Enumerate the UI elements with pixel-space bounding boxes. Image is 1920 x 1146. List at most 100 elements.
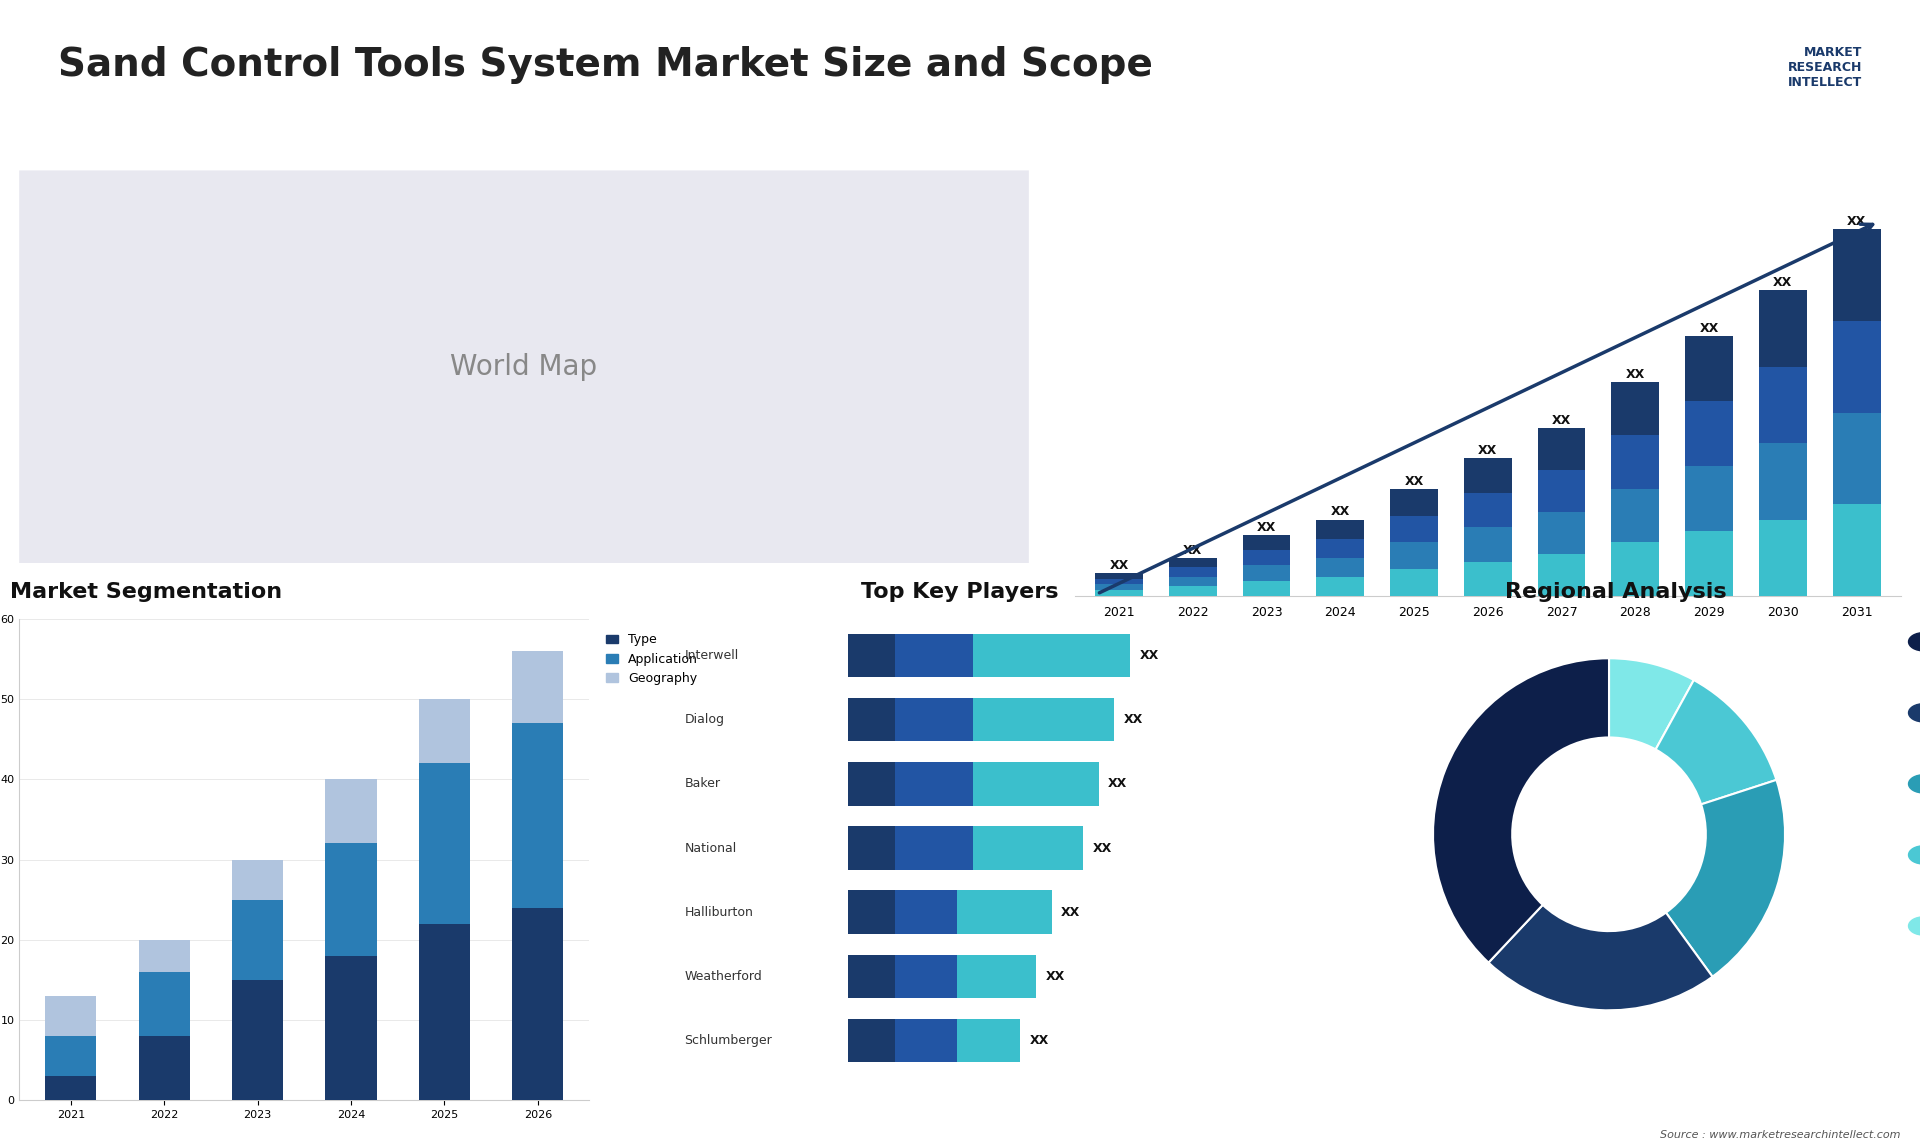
Text: XX: XX (1044, 970, 1066, 983)
Bar (958, 1019, 1020, 1062)
Text: XX: XX (1478, 445, 1498, 457)
Bar (419, 924, 470, 1100)
Bar (1538, 427, 1586, 470)
Bar (1317, 576, 1365, 596)
Bar (419, 763, 470, 924)
Bar (1169, 567, 1217, 576)
Text: Market Segmentation: Market Segmentation (10, 582, 282, 602)
Bar (895, 698, 973, 741)
Bar (1390, 570, 1438, 596)
Bar (1538, 554, 1586, 596)
Wedge shape (1667, 780, 1786, 976)
Text: XX: XX (1123, 713, 1142, 727)
Bar (895, 826, 973, 870)
Bar (232, 860, 284, 900)
Bar (973, 762, 1098, 806)
Text: XX: XX (1626, 368, 1645, 380)
Bar (895, 890, 958, 934)
Text: XX: XX (1110, 559, 1129, 572)
Text: XX: XX (1551, 414, 1571, 426)
Text: Baker: Baker (685, 777, 720, 791)
Bar (44, 1076, 96, 1100)
Bar (1832, 413, 1880, 504)
Text: XX: XX (1029, 1034, 1048, 1047)
Bar (1094, 579, 1142, 584)
Bar (1317, 558, 1365, 576)
Text: XX: XX (1062, 905, 1081, 919)
Bar (44, 996, 96, 1036)
Bar (1759, 519, 1807, 596)
Circle shape (1908, 704, 1920, 722)
Bar (1390, 542, 1438, 570)
Bar (1832, 321, 1880, 413)
Bar (1686, 336, 1734, 401)
Bar (1832, 504, 1880, 596)
Text: Interwell: Interwell (685, 649, 739, 662)
Circle shape (1908, 775, 1920, 793)
Bar (1611, 489, 1659, 542)
Bar (1242, 565, 1290, 581)
Bar (849, 634, 895, 677)
Bar (1094, 573, 1142, 579)
Bar (973, 826, 1083, 870)
Bar (138, 972, 190, 1036)
Bar (1832, 229, 1880, 321)
Bar (324, 956, 376, 1100)
Text: World Map: World Map (451, 353, 597, 380)
Text: Regional Analysis: Regional Analysis (1505, 582, 1726, 602)
Text: XX: XX (1092, 841, 1112, 855)
Bar (1463, 562, 1511, 596)
Bar (1759, 290, 1807, 367)
Bar (1317, 539, 1365, 558)
Bar (1242, 581, 1290, 596)
Bar (1759, 444, 1807, 519)
Text: XX: XX (1847, 215, 1866, 228)
Bar (1317, 519, 1365, 539)
Circle shape (1908, 633, 1920, 651)
Text: XX: XX (1699, 322, 1718, 335)
Bar (849, 826, 895, 870)
Bar (1094, 590, 1142, 596)
Bar (232, 900, 284, 980)
Text: Halliburton: Halliburton (685, 905, 753, 919)
Bar (419, 699, 470, 763)
Circle shape (1908, 917, 1920, 935)
Bar (232, 980, 284, 1100)
Bar (1686, 401, 1734, 466)
Bar (1169, 558, 1217, 567)
Bar (138, 1036, 190, 1100)
Bar (1242, 535, 1290, 550)
Bar (1611, 382, 1659, 435)
Bar (513, 908, 563, 1100)
Bar (973, 698, 1114, 741)
Bar (1463, 493, 1511, 527)
Bar (1169, 587, 1217, 596)
Text: XX: XX (1258, 520, 1277, 534)
Bar (138, 940, 190, 972)
Wedge shape (1609, 658, 1693, 749)
Legend: Type, Application, Geography: Type, Application, Geography (601, 628, 703, 690)
Bar (1611, 542, 1659, 596)
Bar (895, 1019, 958, 1062)
Bar (1169, 576, 1217, 587)
Text: XX: XX (1404, 474, 1423, 488)
Bar (849, 1019, 895, 1062)
Text: Weatherford: Weatherford (685, 970, 762, 983)
Wedge shape (1655, 680, 1776, 804)
Bar (895, 955, 958, 998)
Text: Dialog: Dialog (685, 713, 724, 727)
Text: XX: XX (1108, 777, 1127, 791)
Bar (1463, 458, 1511, 493)
Wedge shape (1488, 905, 1713, 1011)
Text: XX: XX (1774, 276, 1793, 289)
Wedge shape (1432, 658, 1609, 963)
Bar (1686, 531, 1734, 596)
Text: Source : www.marketresearchintellect.com: Source : www.marketresearchintellect.com (1661, 1130, 1901, 1140)
Bar (44, 1036, 96, 1076)
FancyBboxPatch shape (19, 171, 1029, 563)
Bar (1759, 367, 1807, 444)
Bar (849, 955, 895, 998)
Text: XX: XX (1139, 649, 1160, 662)
Bar (958, 955, 1035, 998)
Bar (849, 698, 895, 741)
